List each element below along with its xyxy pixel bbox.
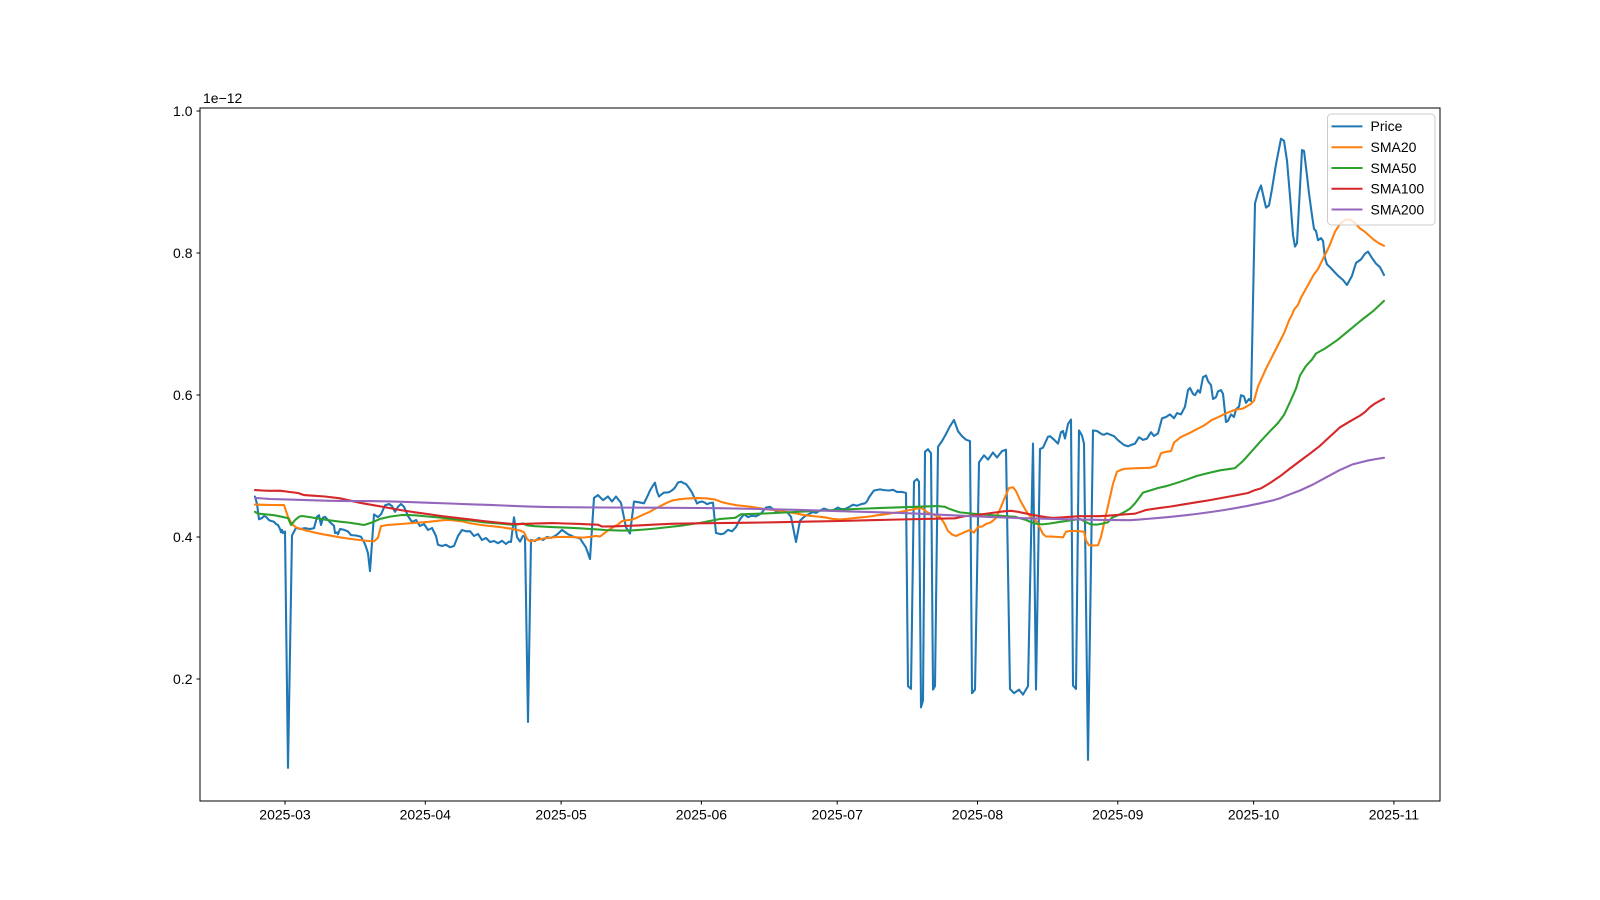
svg-text:SMA20: SMA20 <box>1371 139 1417 155</box>
svg-text:0.8: 0.8 <box>173 245 193 261</box>
svg-text:1e−12: 1e−12 <box>203 90 243 106</box>
svg-text:SMA50: SMA50 <box>1371 160 1417 176</box>
svg-text:0.2: 0.2 <box>173 671 193 687</box>
svg-text:SMA200: SMA200 <box>1371 201 1425 217</box>
svg-text:Price: Price <box>1371 118 1403 134</box>
svg-text:2025-05: 2025-05 <box>535 807 587 823</box>
svg-text:2025-09: 2025-09 <box>1092 807 1144 823</box>
svg-text:2025-11: 2025-11 <box>1369 807 1420 823</box>
svg-text:0.4: 0.4 <box>173 529 193 545</box>
svg-text:2025-03: 2025-03 <box>259 807 311 823</box>
svg-text:2025-04: 2025-04 <box>400 807 452 823</box>
svg-text:2025-06: 2025-06 <box>676 807 728 823</box>
svg-text:2025-10: 2025-10 <box>1228 807 1280 823</box>
svg-text:SMA100: SMA100 <box>1371 181 1425 197</box>
svg-text:2025-07: 2025-07 <box>812 807 864 823</box>
svg-text:1.0: 1.0 <box>173 103 193 119</box>
svg-text:0.6: 0.6 <box>173 387 193 403</box>
svg-text:2025-08: 2025-08 <box>952 807 1004 823</box>
